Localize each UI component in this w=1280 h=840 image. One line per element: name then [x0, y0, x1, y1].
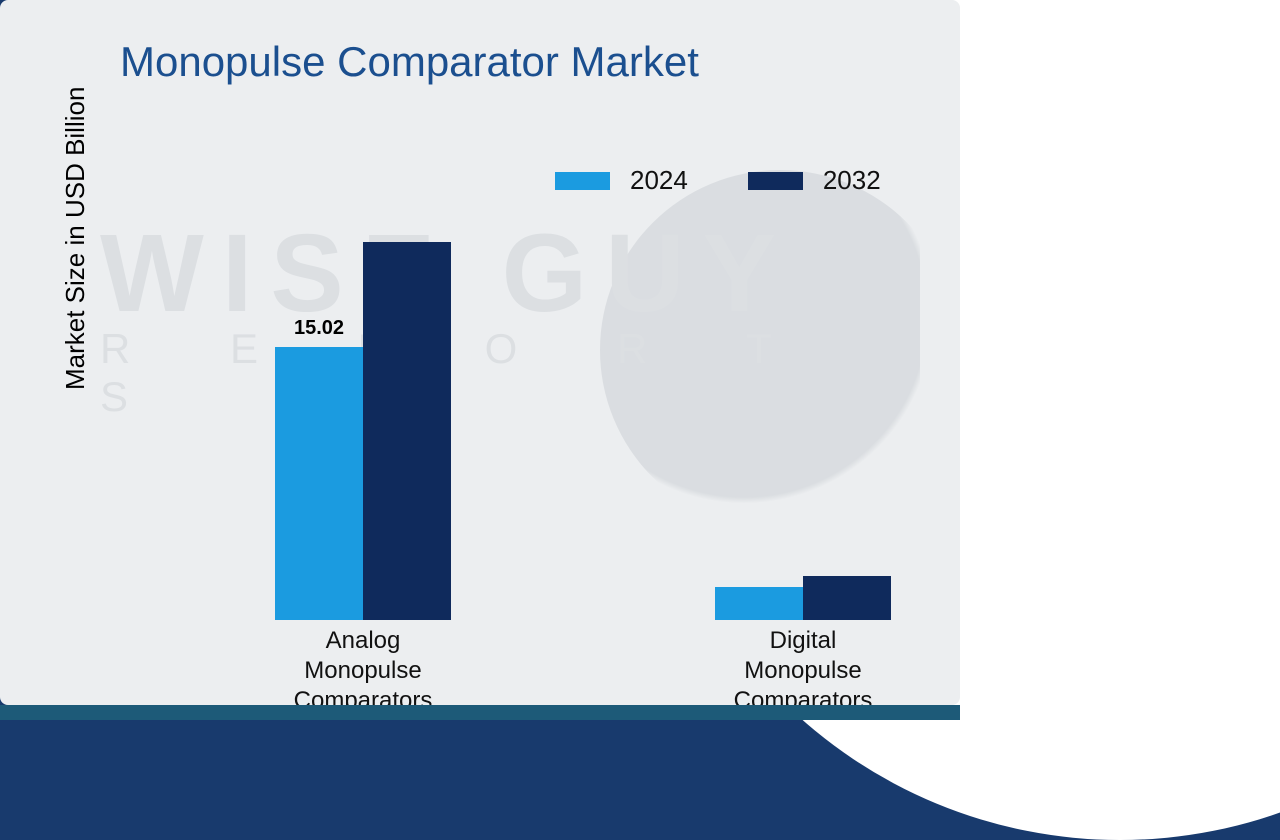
brand-logo: WISE GUY R E P O R T S	[960, 22, 1256, 78]
legend-label: 2024	[630, 165, 688, 196]
bar-value-label: 15.02	[275, 317, 363, 340]
bar-group: DigitalMonopulseComparators	[715, 576, 891, 620]
legend-label: 2032	[823, 165, 881, 196]
bar-group: 15.02AnalogMonopulseComparators	[275, 242, 451, 620]
legend-swatch	[748, 172, 803, 190]
legend-swatch	[555, 172, 610, 190]
bottom-strip	[0, 705, 960, 720]
bar	[803, 576, 891, 620]
y-axis-label: Market Size in USD Billion	[60, 87, 91, 390]
brand-head-icon	[1212, 22, 1256, 66]
x-axis-label: AnalogMonopulseComparators	[253, 620, 473, 716]
x-axis-label: DigitalMonopulseComparators	[693, 620, 913, 716]
legend-item-2032: 2032	[748, 165, 881, 196]
plot-area: 15.02AnalogMonopulseComparators DigitalMo…	[100, 220, 930, 620]
brand-line1: WISE GUY	[1022, 23, 1202, 65]
brand-line2: R E P O R T S	[960, 62, 1256, 78]
bar: 15.02	[275, 347, 363, 620]
chart-title: Monopulse Comparator Market	[120, 38, 699, 86]
bar	[715, 587, 803, 620]
legend: 2024 2032	[555, 165, 881, 196]
bar	[363, 242, 451, 620]
legend-item-2024: 2024	[555, 165, 688, 196]
chart-panel: WISE GUY R E P O R T S Monopulse Compara…	[0, 0, 960, 705]
